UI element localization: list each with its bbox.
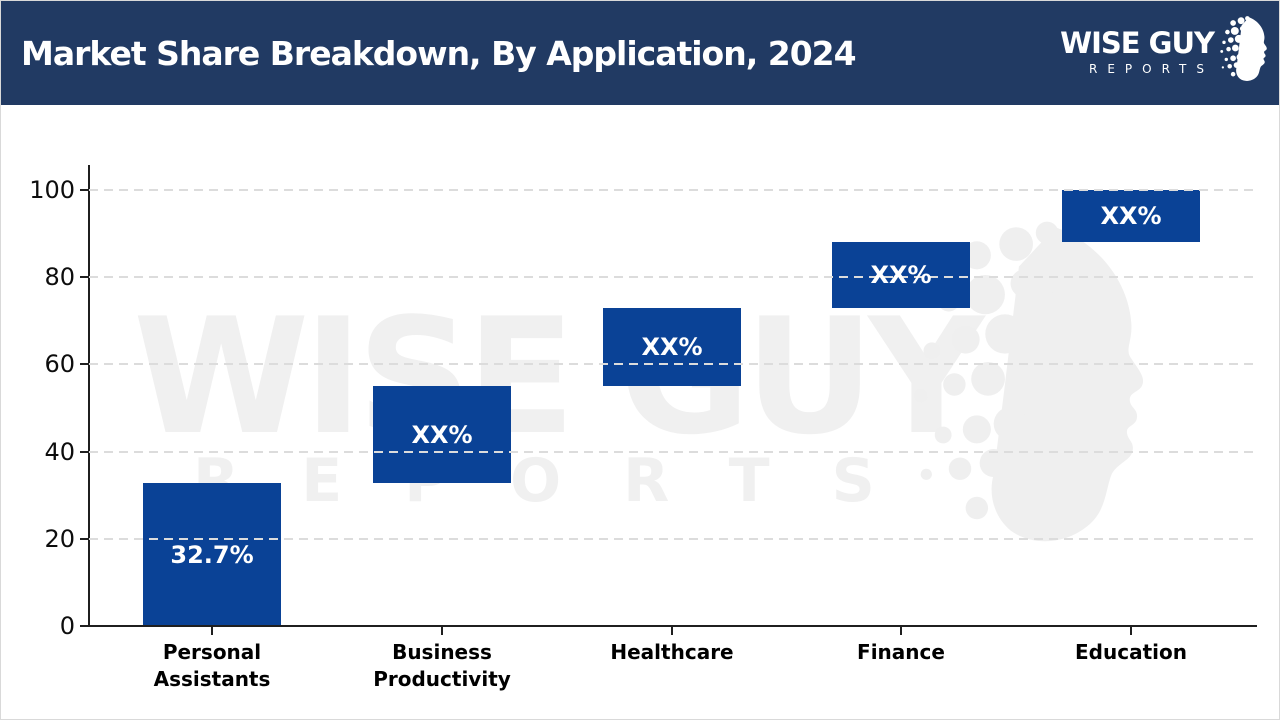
- bar-value-label: XX%: [641, 332, 703, 361]
- x-tick-mark: [1130, 627, 1132, 635]
- watermark-face-dots-icon: [913, 221, 1144, 542]
- y-tick-label: 40: [44, 437, 75, 466]
- gridline: [89, 276, 1253, 279]
- y-tick-mark: [80, 363, 88, 366]
- gridline: [89, 537, 1253, 540]
- header-bar: Market Share Breakdown, By Application, …: [1, 1, 1279, 105]
- x-tick-mark: [211, 627, 213, 635]
- y-tick-mark: [80, 450, 88, 453]
- wiseguy-logo: WISE GUY REPORTS: [1060, 15, 1273, 89]
- y-tick-label: 100: [29, 176, 75, 204]
- y-tick-label: 0: [59, 612, 75, 640]
- y-tick-label: 20: [44, 524, 75, 553]
- gridline: [89, 450, 1253, 453]
- x-category-label: Finance: [857, 640, 945, 664]
- bar-segment: [373, 386, 511, 484]
- x-category-label: Education: [1075, 640, 1187, 664]
- watermark-text-wiseguy: WISE GUY: [133, 283, 984, 470]
- y-tick-mark: [80, 276, 88, 279]
- x-category-label: Business Productivity: [373, 640, 511, 691]
- gridline: [89, 363, 1253, 366]
- bar-value-label: XX%: [1100, 202, 1162, 231]
- x-tick-mark: [441, 627, 443, 635]
- bar-segment: [143, 483, 281, 626]
- x-tick-mark: [900, 627, 902, 635]
- bar-value-label: XX%: [870, 261, 932, 290]
- y-tick-label: 60: [44, 350, 75, 379]
- x-tick-mark: [671, 627, 673, 635]
- x-category-label: Healthcare: [610, 640, 734, 664]
- y-tick-mark: [80, 189, 88, 191]
- y-axis-line: [88, 165, 90, 627]
- logo-wiseguy-label: WISE GUY: [1060, 26, 1215, 60]
- gridline: [89, 189, 1253, 191]
- x-category-label: Personal Assistants: [153, 640, 271, 691]
- logo-reports-label: REPORTS: [1088, 62, 1214, 76]
- bar-value-label: 32.7%: [170, 540, 254, 569]
- bar-segment: [832, 242, 970, 308]
- watermark-text-reports: REPORTS: [193, 446, 937, 516]
- chart-title: Market Share Breakdown, By Application, …: [21, 33, 857, 73]
- y-tick-mark: [80, 625, 88, 627]
- bar-segment: [603, 307, 741, 387]
- logo-text: WISE GUY REPORTS: [1060, 26, 1215, 77]
- y-tick-label: 80: [44, 263, 75, 292]
- bar-segment: [1062, 190, 1200, 243]
- bar-value-label: XX%: [411, 420, 473, 449]
- x-axis-line: [88, 625, 1257, 627]
- logo-face-dots-icon: [1220, 16, 1267, 81]
- y-tick-mark: [80, 537, 88, 540]
